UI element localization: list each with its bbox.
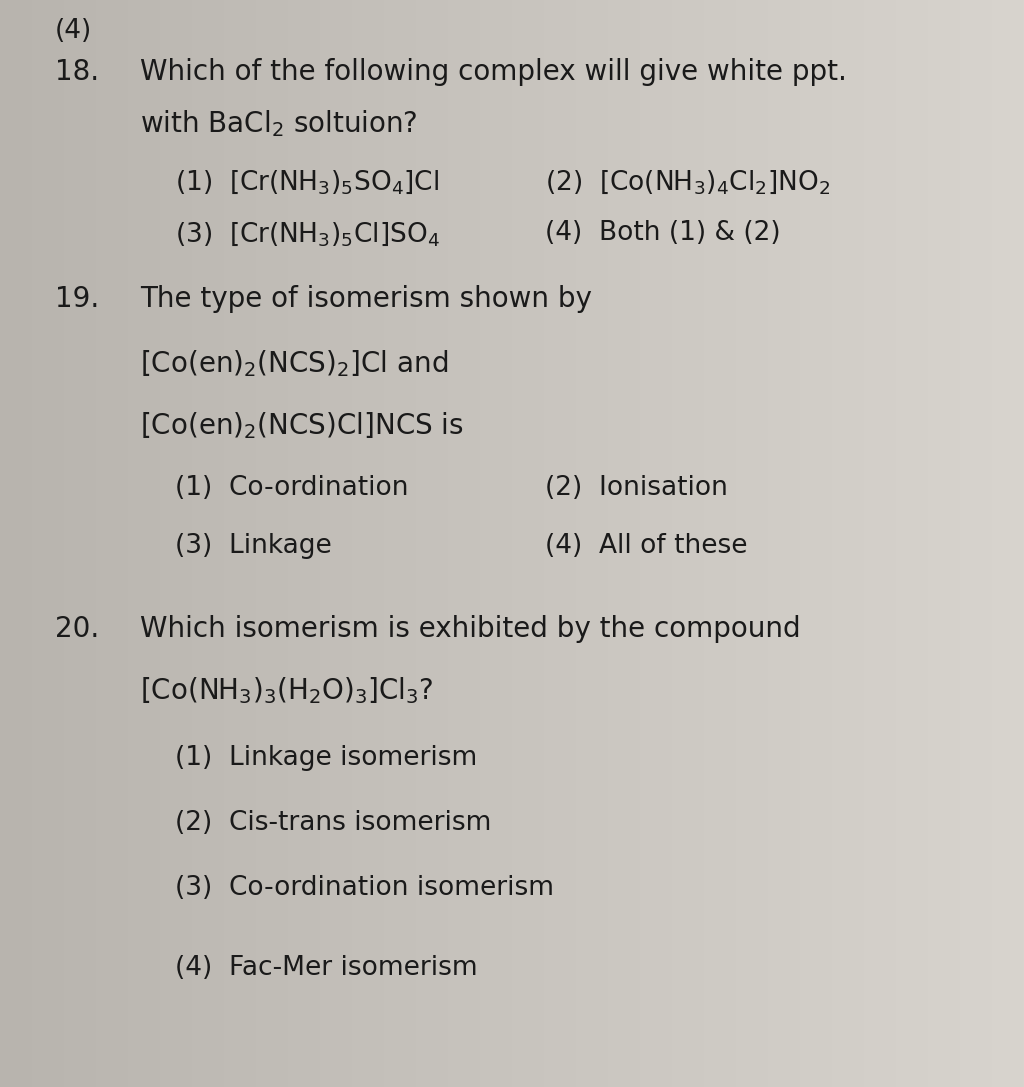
Text: 19.: 19. (55, 285, 99, 313)
Text: Which isomerism is exhibited by the compound: Which isomerism is exhibited by the comp… (140, 615, 801, 644)
Text: 20.: 20. (55, 615, 99, 644)
Text: (4)  Both (1) & (2): (4) Both (1) & (2) (545, 220, 780, 246)
Text: (1)  [Cr(NH$_3$)$_5$SO$_4$]Cl: (1) [Cr(NH$_3$)$_5$SO$_4$]Cl (175, 168, 439, 196)
Text: (3)  [Cr(NH$_3$)$_5$Cl]SO$_4$: (3) [Cr(NH$_3$)$_5$Cl]SO$_4$ (175, 220, 439, 248)
Text: (4)  All of these: (4) All of these (545, 533, 748, 559)
Text: [Co(en)$_2$(NCS)$_2$]Cl and: [Co(en)$_2$(NCS)$_2$]Cl and (140, 348, 449, 378)
Text: [Co(en)$_2$(NCS)Cl]NCS is: [Co(en)$_2$(NCS)Cl]NCS is (140, 410, 464, 441)
Text: (3)  Linkage: (3) Linkage (175, 533, 332, 559)
Text: 18.: 18. (55, 58, 99, 86)
Text: Which of the following complex will give white ppt.: Which of the following complex will give… (140, 58, 847, 86)
Text: (2)  Ionisation: (2) Ionisation (545, 475, 728, 501)
Text: [Co(NH$_3$)$_3$(H$_2$O)$_3$]Cl$_3$?: [Co(NH$_3$)$_3$(H$_2$O)$_3$]Cl$_3$? (140, 675, 434, 705)
Text: (3)  Co-ordination isomerism: (3) Co-ordination isomerism (175, 875, 554, 901)
Text: (4): (4) (55, 18, 92, 43)
Text: with BaCl$_2$ soltuion?: with BaCl$_2$ soltuion? (140, 108, 418, 139)
Text: (1)  Linkage isomerism: (1) Linkage isomerism (175, 745, 477, 771)
Text: (4)  Fac-Mer isomerism: (4) Fac-Mer isomerism (175, 955, 477, 980)
Text: (2)  Cis-trans isomerism: (2) Cis-trans isomerism (175, 810, 492, 836)
Text: The type of isomerism shown by: The type of isomerism shown by (140, 285, 592, 313)
Text: (2)  [Co(NH$_3$)$_4$Cl$_2$]NO$_2$: (2) [Co(NH$_3$)$_4$Cl$_2$]NO$_2$ (545, 168, 830, 196)
Text: (1)  Co-ordination: (1) Co-ordination (175, 475, 409, 501)
